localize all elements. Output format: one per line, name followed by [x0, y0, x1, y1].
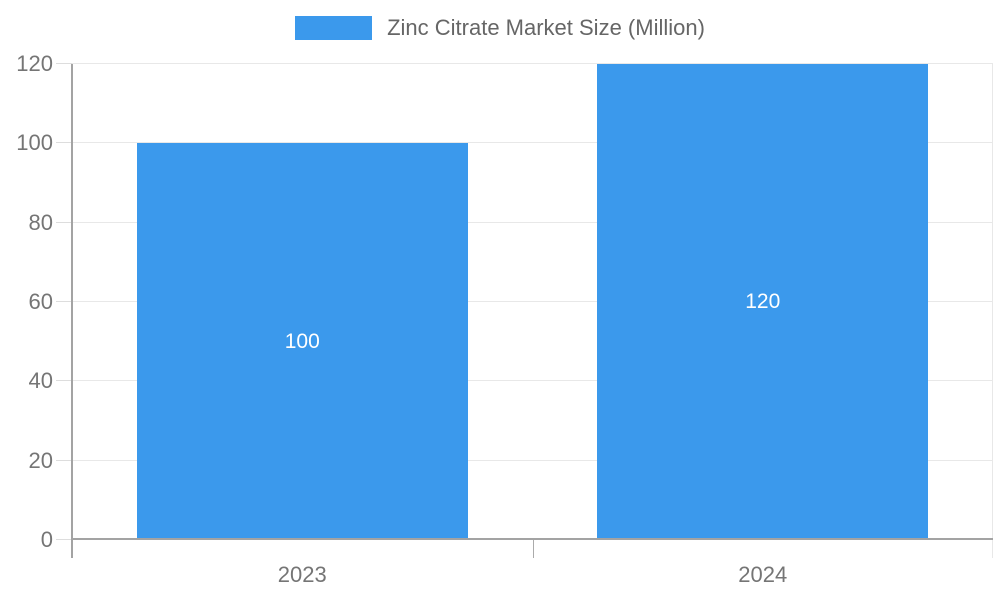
x-boundary-tick — [532, 540, 534, 558]
y-axis-tick — [56, 63, 72, 64]
bar-2024[interactable] — [597, 64, 929, 538]
y-axis-line — [71, 64, 73, 558]
chart-legend[interactable]: Zinc Citrate Market Size (Million) — [0, 14, 1000, 42]
y-axis-label: 40 — [28, 368, 53, 394]
y-axis-tick — [56, 142, 72, 144]
y-axis-tick — [56, 301, 72, 302]
legend-swatch — [295, 16, 373, 40]
y-axis-tick — [56, 380, 72, 382]
y-axis-tick — [56, 459, 72, 461]
y-gridline — [72, 459, 993, 461]
x-axis-label: 2024 — [738, 562, 788, 587]
y-axis-tick — [56, 539, 72, 540]
x-axis-label: 2023 — [277, 562, 327, 587]
y-gridline — [72, 221, 993, 223]
y-axis-label: 60 — [28, 289, 53, 314]
y-gridline — [72, 380, 993, 382]
y-axis-tick — [56, 221, 72, 223]
bar-value-label: 100 — [284, 329, 320, 353]
y-axis-label: 120 — [16, 51, 53, 76]
y-axis-label: 20 — [28, 447, 53, 473]
y-axis-label: 0 — [40, 527, 53, 552]
plot-right-border — [992, 64, 993, 558]
bar-value-label: 120 — [745, 290, 781, 313]
y-axis-label: 80 — [28, 209, 53, 235]
y-axis-label: 100 — [16, 130, 53, 156]
y-gridline — [72, 142, 993, 144]
legend-label: Zinc Citrate Market Size (Million) — [387, 15, 705, 40]
y-gridline — [72, 301, 993, 302]
bar-2023[interactable] — [136, 143, 468, 538]
y-gridline — [72, 63, 993, 64]
x-axis-line — [71, 538, 993, 540]
